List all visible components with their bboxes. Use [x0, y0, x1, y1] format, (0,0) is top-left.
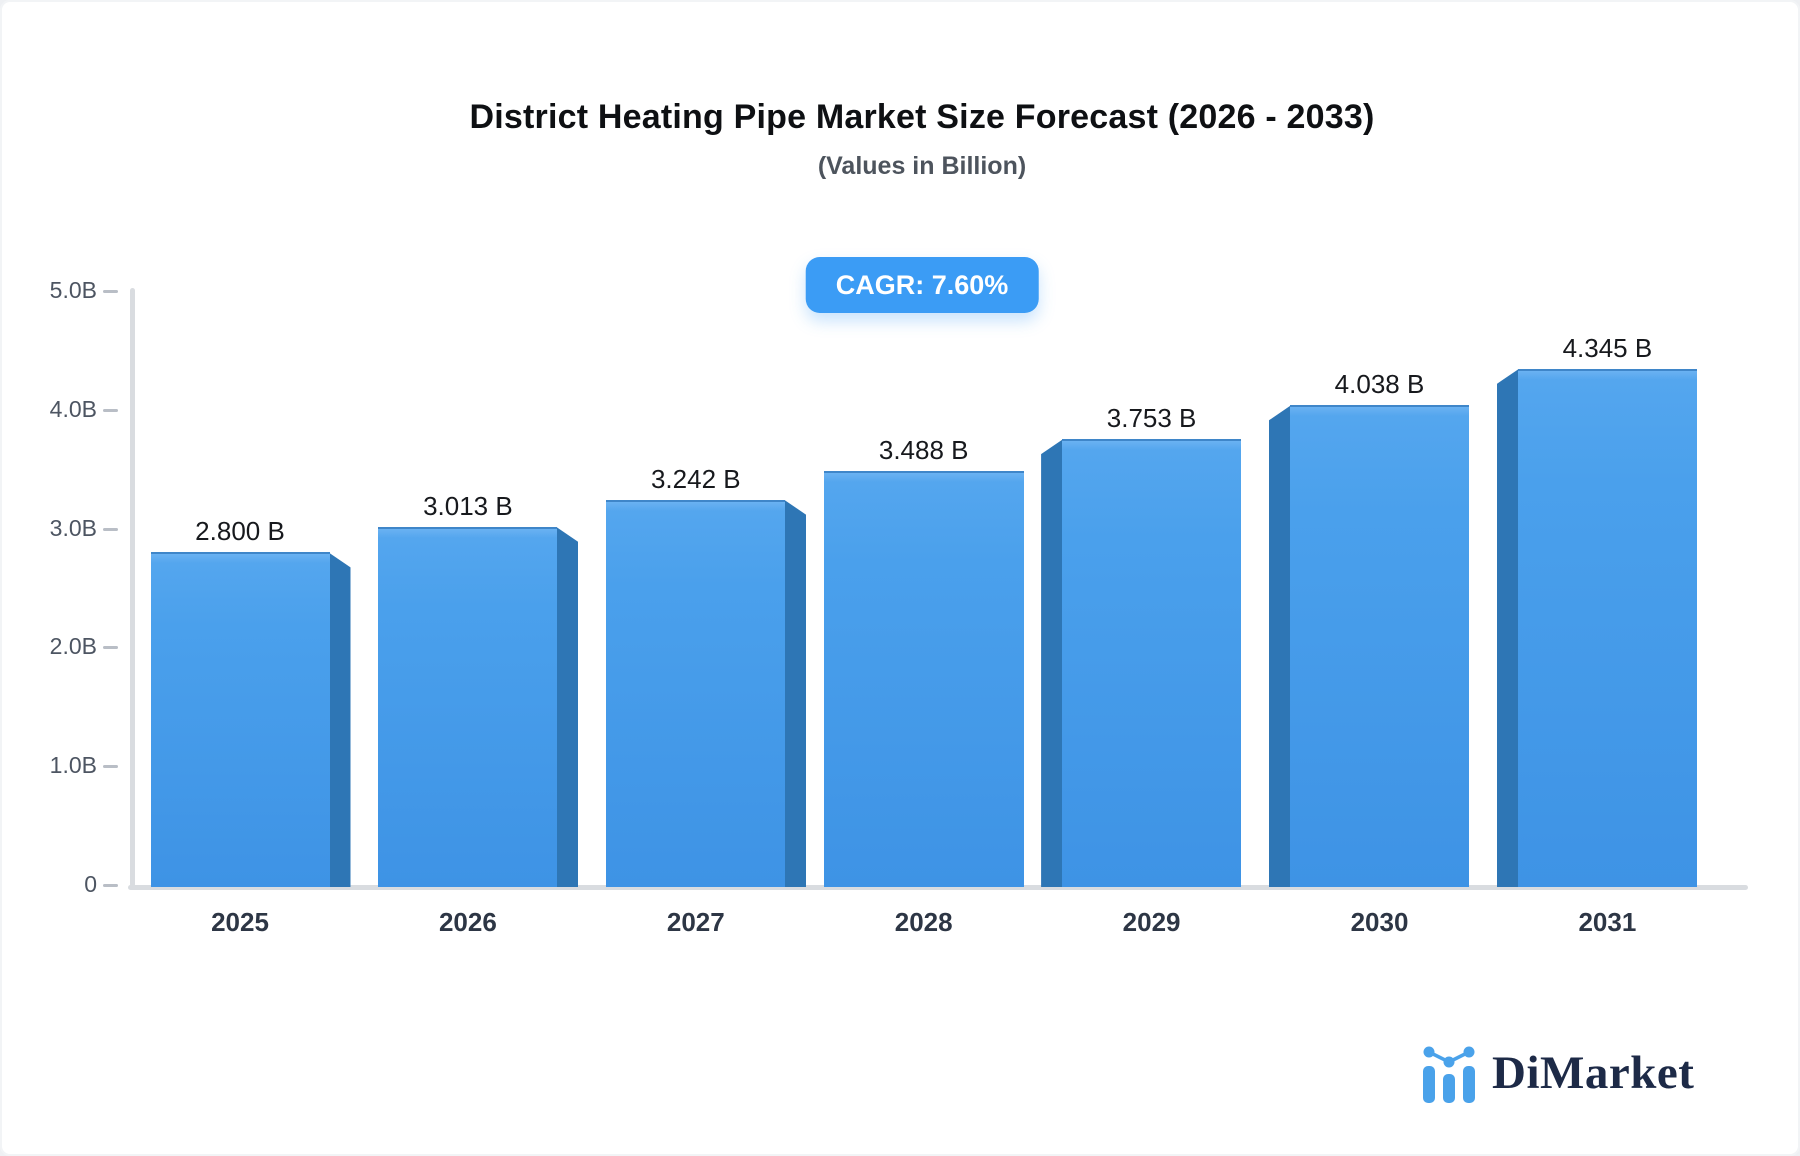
bar-2026: [378, 527, 558, 887]
chart-subtitle: (Values in Billion): [817, 152, 1027, 180]
bar-2025: [150, 552, 330, 887]
y-tick-dash: [103, 290, 118, 293]
y-tick-label: 0: [84, 871, 97, 897]
y-tick-dash: [103, 765, 118, 769]
y-tick-label: 2.0B: [49, 633, 97, 660]
y-tick-dash: [103, 884, 118, 887]
bar-value-label: 4.038 B: [1334, 369, 1425, 400]
bar-3d-side: [556, 527, 579, 887]
bar-value-label: 3.488 B: [878, 434, 969, 465]
bar-value-label: 3.753 B: [1106, 403, 1197, 434]
bar-3d-side: [1269, 405, 1291, 887]
bar-2030: [1290, 405, 1469, 887]
y-tick-label: 5.0B: [49, 277, 97, 303]
y-tick-label: 3.0B: [49, 514, 97, 541]
bar-2029: [1062, 439, 1242, 887]
bar-3d-side: [328, 552, 351, 887]
chart-title: District Heating Pipe Market Size Foreca…: [469, 98, 1375, 136]
x-axis-label-2031: 2031: [1578, 907, 1637, 937]
x-axis-label-2027: 2027: [666, 907, 725, 937]
x-axis-baseline: [128, 885, 1748, 890]
y-axis-line: [130, 288, 135, 887]
y-tick-dash: [103, 646, 118, 650]
bar-3d-side: [784, 499, 807, 887]
cagr-badge: CAGR: 7.60%: [805, 257, 1039, 313]
bar-value-label: 2.800 B: [195, 516, 285, 547]
bar-3d-side: [1041, 439, 1064, 887]
y-tick-dash: [103, 408, 118, 412]
bar-value-label: 3.242 B: [650, 463, 741, 494]
x-axis-label-2029: 2029: [1122, 907, 1181, 937]
logo-text: DiMarket: [1492, 1047, 1695, 1099]
y-tick-label: 1.0B: [49, 752, 97, 779]
x-axis-label-2028: 2028: [894, 907, 953, 937]
y-tick-label: 4.0B: [49, 395, 97, 422]
x-axis-label-2026: 2026: [438, 907, 497, 937]
dimarket-logo: DiMarket: [1420, 1042, 1694, 1104]
y-tick-dash: [103, 527, 118, 531]
bar-2031: [1517, 368, 1697, 887]
x-axis-label-2025: 2025: [211, 907, 269, 937]
bar-2027: [606, 499, 786, 887]
bar-value-label: 4.345 B: [1562, 332, 1653, 363]
bar-2028: [823, 470, 1024, 887]
mini-bar-line-chart-icon: [1423, 1046, 1475, 1103]
bar-3d-side: [1496, 368, 1519, 887]
x-axis-label-2030: 2030: [1350, 907, 1409, 937]
bar-value-label: 3.013 B: [423, 491, 513, 522]
